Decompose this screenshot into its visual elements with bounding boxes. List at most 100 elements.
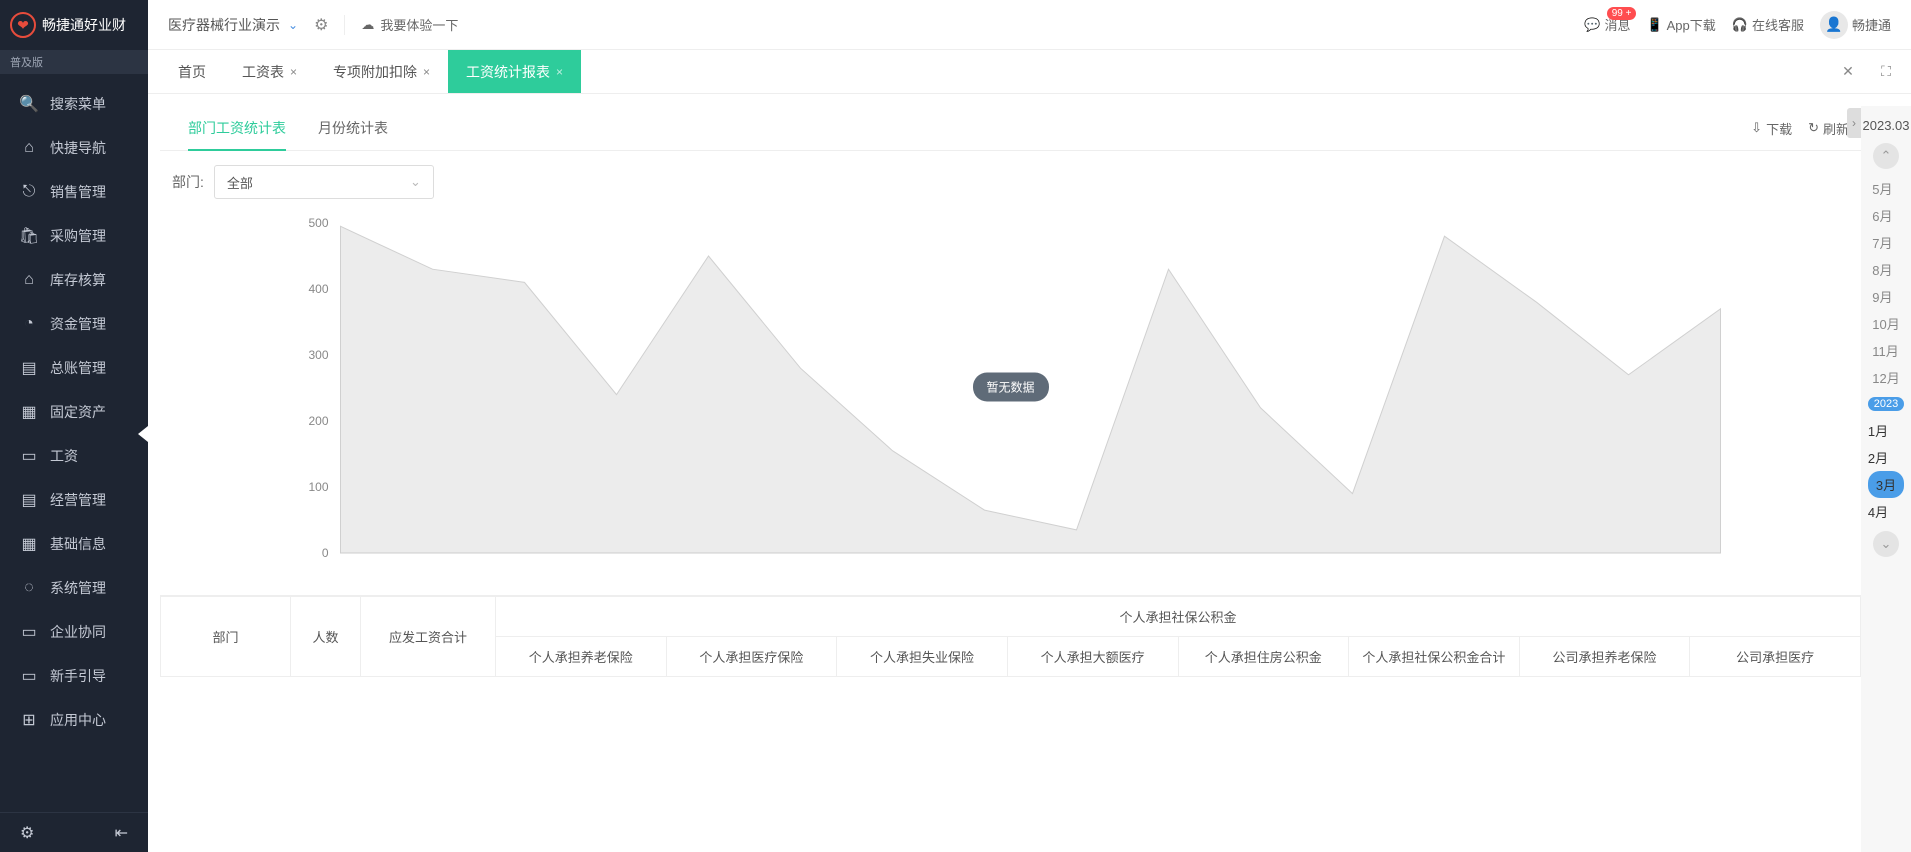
nav-item-0[interactable]: 🔍搜索菜单 <box>0 82 148 126</box>
nav-icon: ▤ <box>20 359 38 377</box>
try-label: 我要体验一下 <box>380 15 458 34</box>
rail-month[interactable]: 9月 <box>1872 283 1899 310</box>
rail-month[interactable]: 3月 <box>1868 471 1904 498</box>
sidebar-collapse-handle[interactable] <box>138 426 148 442</box>
tab-close-icon[interactable]: × <box>290 65 297 79</box>
table-header-sub: 个人承担大额医疗 <box>1007 637 1178 677</box>
nav-item-3[interactable]: 🛍采购管理 <box>0 214 148 258</box>
collapse-icon[interactable]: ⇤ <box>115 823 128 843</box>
rail-month[interactable]: 11月 <box>1872 337 1899 364</box>
tab-1[interactable]: 工资表× <box>224 50 315 93</box>
nav-label: 新手引导 <box>50 666 106 686</box>
subtab-0[interactable]: 部门工资统计表 <box>172 106 302 150</box>
nav-item-7[interactable]: ▦固定资产 <box>0 390 148 434</box>
settings-icon[interactable]: ⚙ <box>20 823 34 843</box>
date-rail: › 2023.03 ⌃ 5月6月7月8月9月10月11月12月 2023 1月2… <box>1861 106 1911 852</box>
tab-3[interactable]: 工资统计报表× <box>448 50 581 93</box>
chart-wrap: 0100200300400500 暂无数据 <box>160 213 1861 595</box>
nav-items: 🔍搜索菜单⌂快捷导航⎋销售管理🛍采购管理⌂库存核算◔资金管理▤总账管理▦固定资产… <box>0 74 148 812</box>
department-select[interactable]: 全部 ⌄ <box>214 165 434 199</box>
nav-item-12[interactable]: ▭企业协同 <box>0 610 148 654</box>
nav-item-13[interactable]: ▭新手引导 <box>0 654 148 698</box>
app-download-label: App下载 <box>1667 15 1716 34</box>
user-menu[interactable]: 👤 畅捷通 <box>1820 11 1891 39</box>
nav-label: 固定资产 <box>50 402 106 422</box>
logo-icon: ❤ <box>10 12 36 38</box>
tab-close-icon[interactable]: × <box>556 65 563 79</box>
salary-table: 部门人数应发工资合计个人承担社保公积金个人承担养老保险个人承担医疗保险个人承担失… <box>160 596 1861 677</box>
nav-label: 采购管理 <box>50 226 106 246</box>
rail-month[interactable]: 12月 <box>1872 364 1899 391</box>
avatar: 👤 <box>1820 11 1848 39</box>
nav-label: 应用中心 <box>50 710 106 730</box>
nav-icon: ▤ <box>20 491 38 509</box>
table-header-fixed: 部门 <box>161 597 291 677</box>
nav-icon: ◌ <box>20 579 38 597</box>
filter-row: 部门: 全部 ⌄ <box>160 151 1861 213</box>
nav-item-2[interactable]: ⎋销售管理 <box>0 170 148 214</box>
tab-label: 首页 <box>178 62 206 82</box>
nav-icon: ▭ <box>20 623 38 641</box>
nav-label: 系统管理 <box>50 578 106 598</box>
support-label: 在线客服 <box>1752 15 1804 34</box>
svg-text:0: 0 <box>322 546 329 560</box>
tab-2[interactable]: 专项附加扣除× <box>315 50 448 93</box>
nav-item-10[interactable]: ▦基础信息 <box>0 522 148 566</box>
rail-month[interactable]: 6月 <box>1872 202 1899 229</box>
table-header-fixed: 应发工资合计 <box>361 597 496 677</box>
subtabs-row: 部门工资统计表月份统计表 ⇩ 下载 ↻ 刷新 <box>160 106 1861 151</box>
nav-item-5[interactable]: ◔资金管理 <box>0 302 148 346</box>
messages-button[interactable]: 💬 消息 99 + <box>1584 15 1630 34</box>
nav-item-4[interactable]: ⌂库存核算 <box>0 258 148 302</box>
date-next-button[interactable]: ⌄ <box>1873 531 1899 557</box>
rail-month[interactable]: 1月 <box>1868 417 1904 444</box>
table-header-group: 个人承担社保公积金 <box>496 597 1861 637</box>
salary-chart: 0100200300400500 暂无数据 <box>172 213 1849 583</box>
rail-month[interactable]: 4月 <box>1868 498 1904 525</box>
department-value: 全部 <box>227 173 253 192</box>
refresh-label: 刷新 <box>1823 119 1849 138</box>
rail-month[interactable]: 8月 <box>1872 256 1899 283</box>
nav-item-9[interactable]: ▤ 经营管理 <box>0 478 148 522</box>
support-button[interactable]: 🎧 在线客服 <box>1732 15 1804 34</box>
gear-icon[interactable]: ⚙ <box>314 15 328 35</box>
app-download-button[interactable]: 📱 App下载 <box>1646 15 1715 34</box>
nav-icon: ⌂ <box>20 139 38 157</box>
rail-month[interactable]: 5月 <box>1872 175 1899 202</box>
download-label: 下载 <box>1766 119 1792 138</box>
tab-close-icon[interactable]: × <box>423 65 430 79</box>
nav-item-11[interactable]: ◌ 系统管理 <box>0 566 148 610</box>
nav-label: 经营管理 <box>50 490 106 510</box>
nav-icon: ▭ <box>20 447 38 465</box>
try-link[interactable]: ☁ 我要体验一下 <box>361 15 458 34</box>
nav-label: 销售管理 <box>50 182 106 202</box>
fullscreen-icon[interactable]: ⛶ <box>1873 59 1899 85</box>
subtab-1[interactable]: 月份统计表 <box>302 106 404 150</box>
nav-item-14[interactable]: ⊞应用中心 <box>0 698 148 742</box>
date-rail-toggle[interactable]: › <box>1847 108 1861 138</box>
nav-item-1[interactable]: ⌂快捷导航 <box>0 126 148 170</box>
rail-month[interactable]: 10月 <box>1872 310 1899 337</box>
sidebar: ❤ 畅捷通好业财 普及版 🔍搜索菜单⌂快捷导航⎋销售管理🛍采购管理⌂库存核算◔资… <box>0 0 148 852</box>
nav-item-8[interactable]: ▭工资 <box>0 434 148 478</box>
chevron-down-icon: ⌄ <box>410 174 421 190</box>
no-data-badge: 暂无数据 <box>972 372 1048 401</box>
chevron-down-icon: ⌄ <box>288 18 298 32</box>
download-button[interactable]: ⇩ 下载 <box>1751 119 1792 138</box>
sidebar-header: ❤ 畅捷通好业财 <box>0 0 148 50</box>
context-select[interactable]: 医疗器械行业演示 ⌄ <box>168 15 298 35</box>
tab-close-all-icon[interactable]: ✕ <box>1835 59 1861 85</box>
date-current: 2023.03 <box>1863 114 1910 137</box>
table-header-fixed: 人数 <box>291 597 361 677</box>
nav-item-6[interactable]: ▤总账管理 <box>0 346 148 390</box>
download-icon: ⇩ <box>1751 120 1762 136</box>
refresh-button[interactable]: ↻ 刷新 <box>1808 119 1849 138</box>
nav-label: 资金管理 <box>50 314 106 334</box>
rail-month[interactable]: 2月 <box>1868 444 1904 471</box>
tab-0[interactable]: 首页 <box>160 50 224 93</box>
nav-icon: 🔍 <box>20 95 38 113</box>
rail-month[interactable]: 7月 <box>1872 229 1899 256</box>
date-prev-button[interactable]: ⌃ <box>1873 143 1899 169</box>
date-year-marker: 2023 <box>1868 397 1904 411</box>
table-header-sub: 公司承担医疗 <box>1690 637 1861 677</box>
